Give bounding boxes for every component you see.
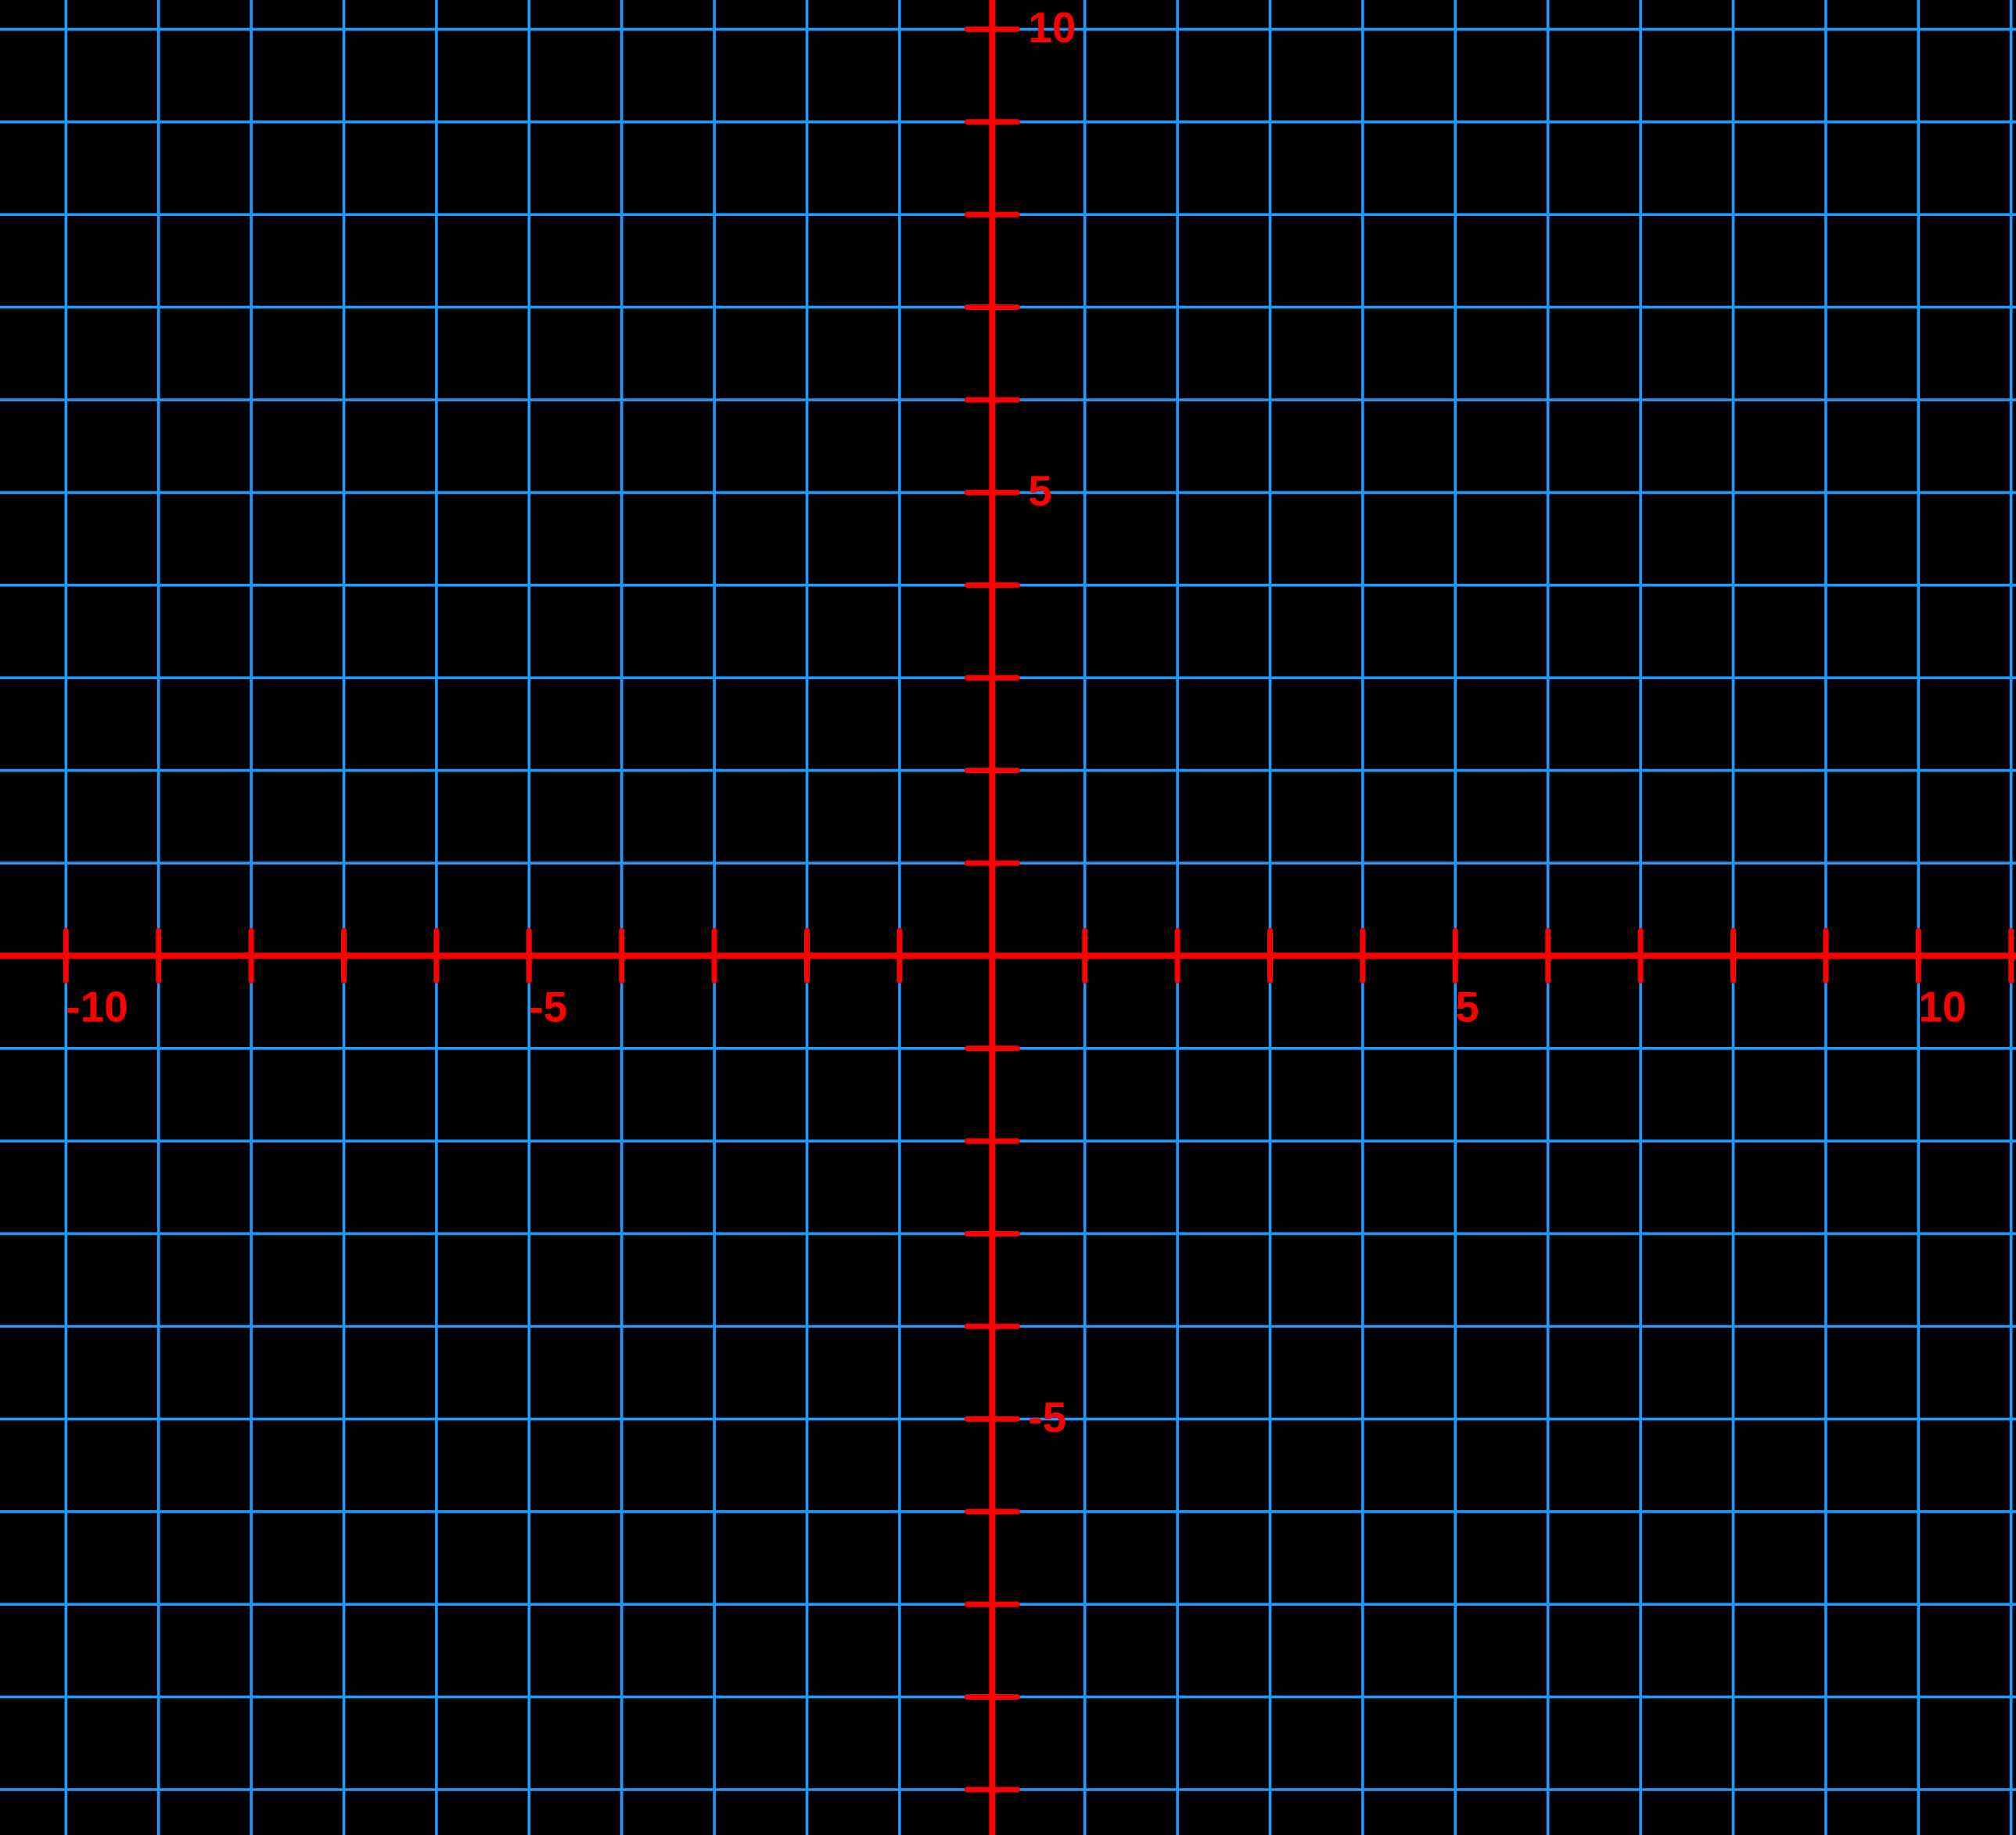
svg-text:-5: -5 [1028,1393,1066,1441]
svg-text:-5: -5 [529,983,567,1031]
svg-text:10: 10 [1028,3,1076,52]
svg-text:5: 5 [1028,466,1052,515]
svg-text:-10: -10 [66,983,128,1031]
svg-text:5: 5 [1455,983,1479,1031]
svg-text:10: 10 [1918,983,1966,1031]
